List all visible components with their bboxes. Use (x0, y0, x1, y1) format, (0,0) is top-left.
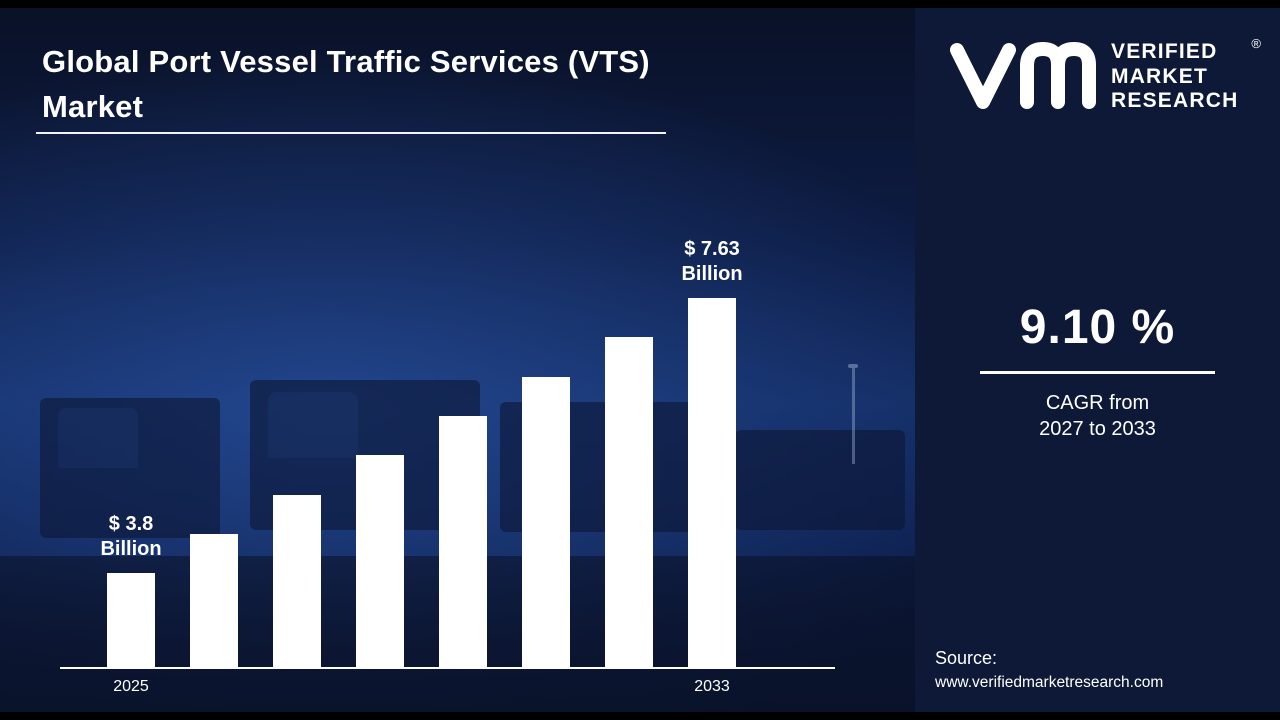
bar-column (439, 416, 487, 668)
source-url: www.verifiedmarketresearch.com (935, 674, 1164, 691)
registered-trademark-symbol: ® (1251, 36, 1261, 51)
brand-name: VERIFIED MARKET RESEARCH (1111, 40, 1238, 114)
side-panel: VERIFIED MARKET RESEARCH ® 9.10 % CAGR f… (915, 0, 1280, 720)
bar (190, 534, 238, 668)
brand-line-research: RESEARCH (1111, 89, 1239, 113)
bar (356, 455, 404, 668)
cagr-caption-line1: CAGR from (1045, 392, 1150, 414)
x-axis-line (60, 667, 835, 669)
vmr-logo-block: VERIFIED MARKET RESEARCH ® (947, 34, 1261, 120)
bar (688, 298, 736, 668)
bar (439, 416, 487, 668)
bar-column (273, 495, 321, 668)
bar (273, 495, 321, 668)
page-title: Global Port Vessel Traffic Services (VTS… (42, 44, 650, 124)
vmr-logo-icon (950, 42, 1096, 109)
cagr-caption: CAGR from 2027 to 2033 (1039, 390, 1156, 443)
x-axis-tick-label: 2033 (694, 678, 730, 695)
brand-line-market: MARKET (1111, 64, 1209, 88)
cagr-caption-line2: 2027 to 2033 (1039, 418, 1156, 441)
truck-cab-silhouette (58, 408, 138, 468)
light-pole-head (848, 364, 858, 368)
cagr-block: 9.10 % CAGR from 2027 to 2033 (915, 300, 1280, 443)
bar-column (356, 455, 404, 668)
truck-cab-silhouette (268, 392, 358, 458)
brand-line-verified: VERIFIED (1111, 39, 1218, 63)
bar-column (190, 534, 238, 668)
bar (605, 337, 653, 668)
bar-chart: $ 3.8 Billion 2025 $ 7.63 Billion 2033 (60, 208, 835, 695)
bar-column: $ 3.8 Billion 2025 (100, 512, 161, 695)
top-border-strip (0, 0, 1280, 8)
bar-column (605, 337, 653, 668)
light-pole-silhouette (852, 368, 855, 464)
cagr-underline (980, 371, 1215, 374)
truck-silhouette (40, 398, 220, 538)
title-underline (36, 132, 666, 134)
bar-value-label: $ 7.63 Billion (681, 237, 743, 286)
source-block: Source: www.verifiedmarketresearch.com (935, 648, 1163, 692)
bottom-border-strip (0, 712, 1280, 720)
bar (107, 573, 155, 668)
bar-column (522, 377, 570, 668)
bar-value-label: $ 3.8 Billion (100, 512, 162, 561)
x-axis-tick-label: 2025 (113, 678, 149, 695)
cagr-value: 9.10 % (1019, 301, 1176, 354)
bar-column: $ 7.63 Billion 2033 (681, 237, 742, 695)
source-label: Source: (935, 648, 998, 668)
bar (522, 377, 570, 668)
truck-silhouette (735, 430, 905, 530)
